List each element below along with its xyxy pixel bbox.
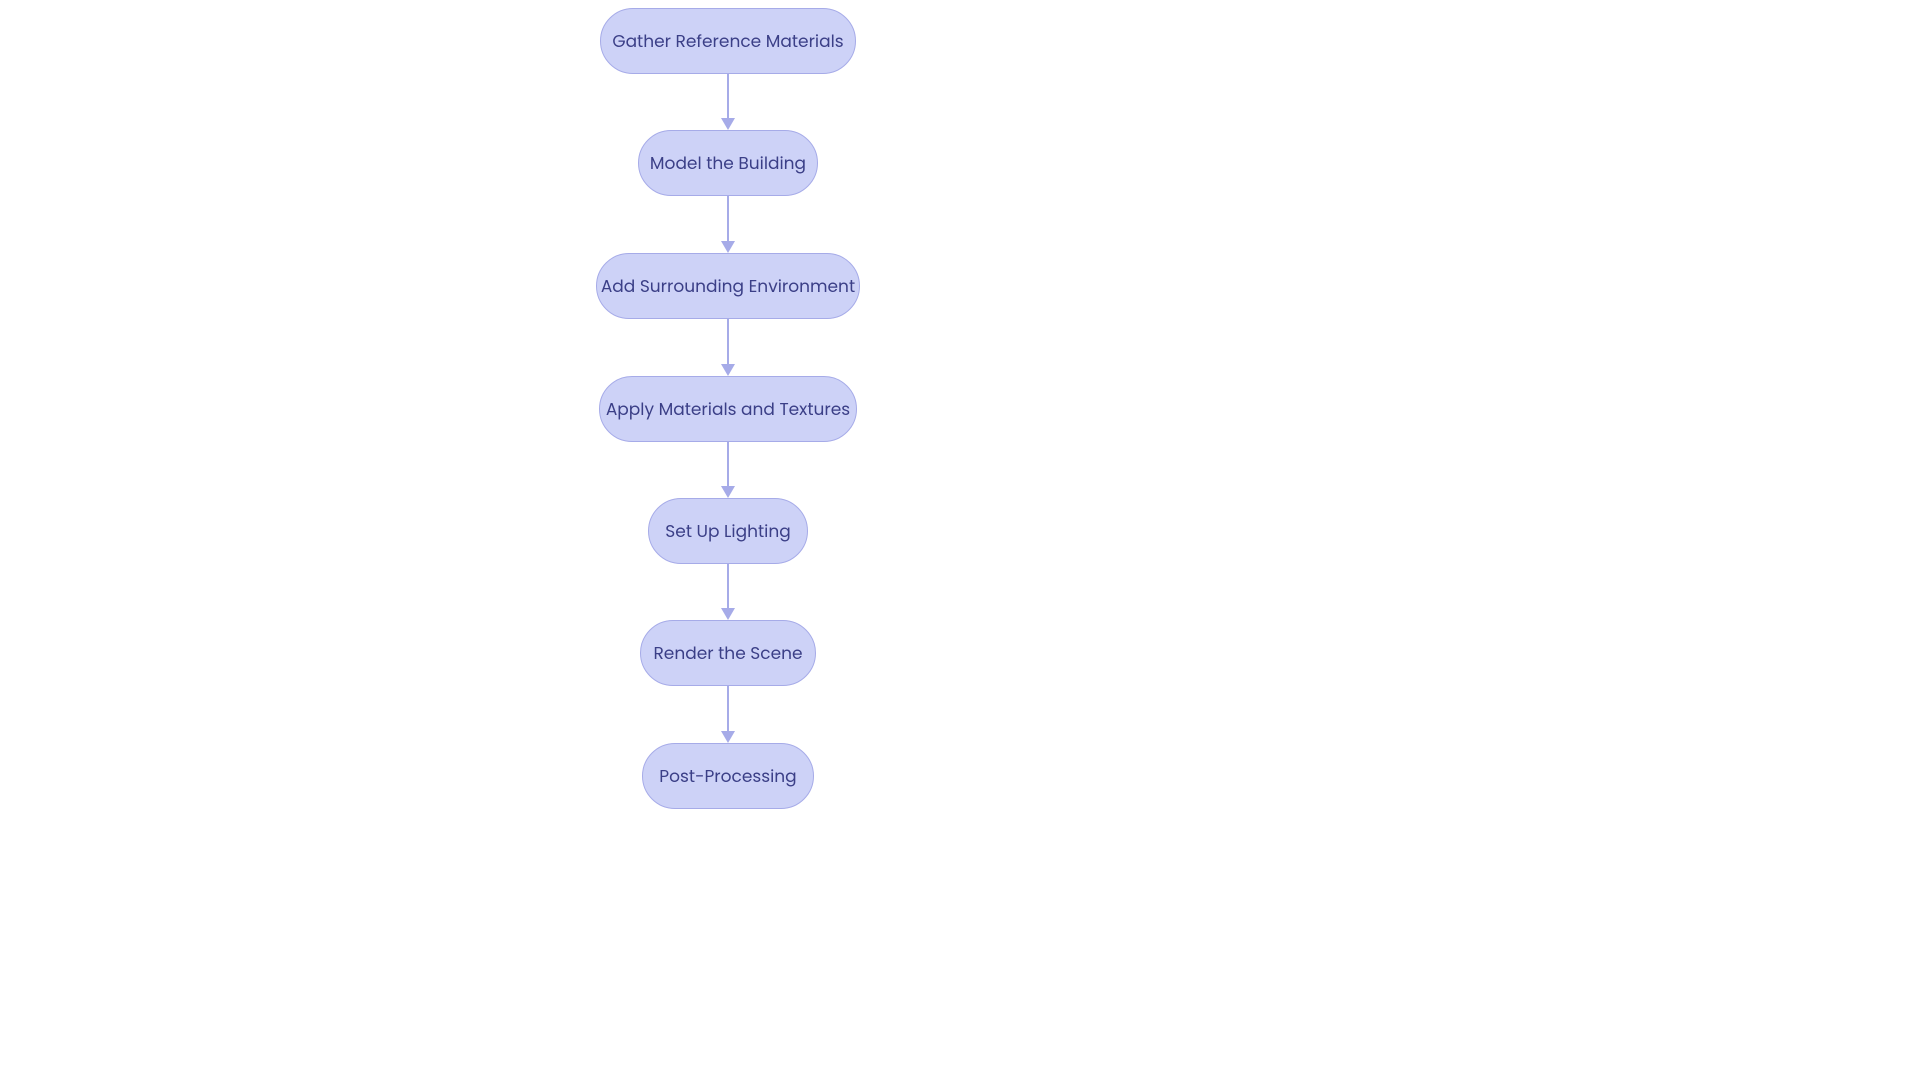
flow-node: Post-Processing [642,743,814,809]
arrow-head-icon [721,486,735,498]
flow-node: Gather Reference Materials [600,8,856,74]
flow-edge [727,564,729,610]
flow-node: Render the Scene [640,620,816,686]
flow-node: Model the Building [638,130,818,196]
flow-edge [727,196,729,243]
flow-node: Apply Materials and Textures [599,376,857,442]
flow-edge [727,74,729,120]
flow-edge [727,442,729,488]
flow-node: Set Up Lighting [648,498,808,564]
flow-edge [727,319,729,366]
flowchart-canvas: Gather Reference Materials Model the Buil… [0,0,1920,1083]
arrow-head-icon [721,241,735,253]
arrow-head-icon [721,364,735,376]
flow-edge [727,686,729,733]
flow-node: Add Surrounding Environment [596,253,860,319]
arrow-head-icon [721,731,735,743]
arrow-head-icon [721,608,735,620]
arrow-head-icon [721,118,735,130]
